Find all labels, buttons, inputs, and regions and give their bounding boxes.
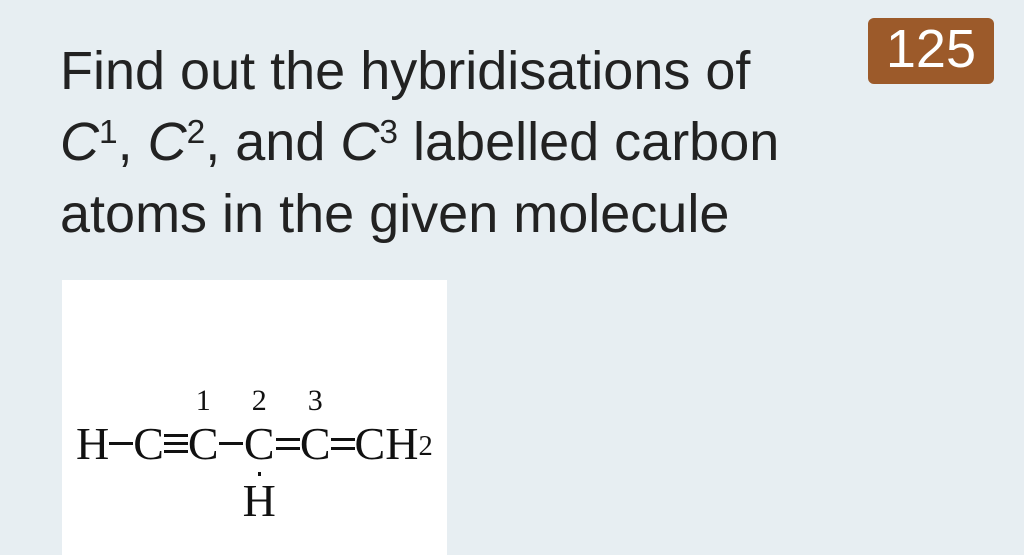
- atom-C2: C: [244, 416, 275, 472]
- q-tail2: labelled carbon: [398, 112, 779, 172]
- molecule-row: H C: [76, 380, 433, 524]
- q-text-1: Find out the hybridisations of: [60, 41, 750, 101]
- col-bond-4: [331, 380, 355, 524]
- label-2: 2: [252, 380, 267, 416]
- col-C-a: C: [133, 380, 164, 524]
- col-bond-triple: [164, 380, 188, 524]
- atom-C3: C: [300, 416, 331, 472]
- q-sep1: ,: [118, 112, 148, 172]
- question-number: 125: [886, 19, 976, 79]
- c2-substituent: H: [243, 472, 276, 524]
- q-c1-sup: 1: [99, 114, 118, 151]
- q-c3: C: [340, 112, 379, 172]
- bond-triple: [164, 416, 188, 472]
- label-3: 3: [308, 380, 323, 416]
- bond-single-1: [109, 416, 133, 472]
- q-c3-sup: 3: [379, 114, 398, 151]
- q-c1: C: [60, 112, 99, 172]
- ch2-sub: 2: [418, 433, 432, 462]
- col-bond-2: [219, 380, 243, 524]
- col-C2: 2 C H: [243, 380, 276, 524]
- question-number-badge: 125: [868, 18, 994, 84]
- question-line-1: Find out the hybridisations of: [60, 36, 854, 107]
- col-bond-3: [276, 380, 300, 524]
- question-line-3: atoms in the given molecule: [60, 179, 854, 250]
- q-c2: C: [148, 112, 187, 172]
- label-1: 1: [196, 380, 211, 416]
- atom-C-a: C: [133, 416, 164, 472]
- col-C1: 1 C: [188, 380, 219, 524]
- bond-double-1: [276, 416, 300, 472]
- molecule-structure: H C: [76, 288, 433, 555]
- question-slide: 125 Find out the hybridisations of C1, C…: [0, 0, 1024, 555]
- atom-H-left: H: [76, 416, 109, 472]
- bond-single-2: [219, 416, 243, 472]
- atom-C1: C: [188, 416, 219, 472]
- molecule-panel: H C: [62, 280, 447, 555]
- col-bond-1: [109, 380, 133, 524]
- col-C3: 3 C: [300, 380, 331, 524]
- atom-CH2: CH2: [355, 416, 433, 472]
- q-sep2: , and: [205, 112, 340, 172]
- col-H-left: H: [76, 380, 109, 524]
- col-CH2: CH2: [355, 380, 433, 524]
- q-text-3: atoms in the given molecule: [60, 184, 729, 244]
- ch2-text: CH: [355, 421, 419, 467]
- atom-H-below: H: [243, 478, 276, 524]
- q-c2-sup: 2: [187, 114, 206, 151]
- bond-double-2: [331, 416, 355, 472]
- question-text: Find out the hybridisations of C1, C2, a…: [60, 30, 974, 250]
- question-line-2: C1, C2, and C3 labelled carbon: [60, 107, 854, 178]
